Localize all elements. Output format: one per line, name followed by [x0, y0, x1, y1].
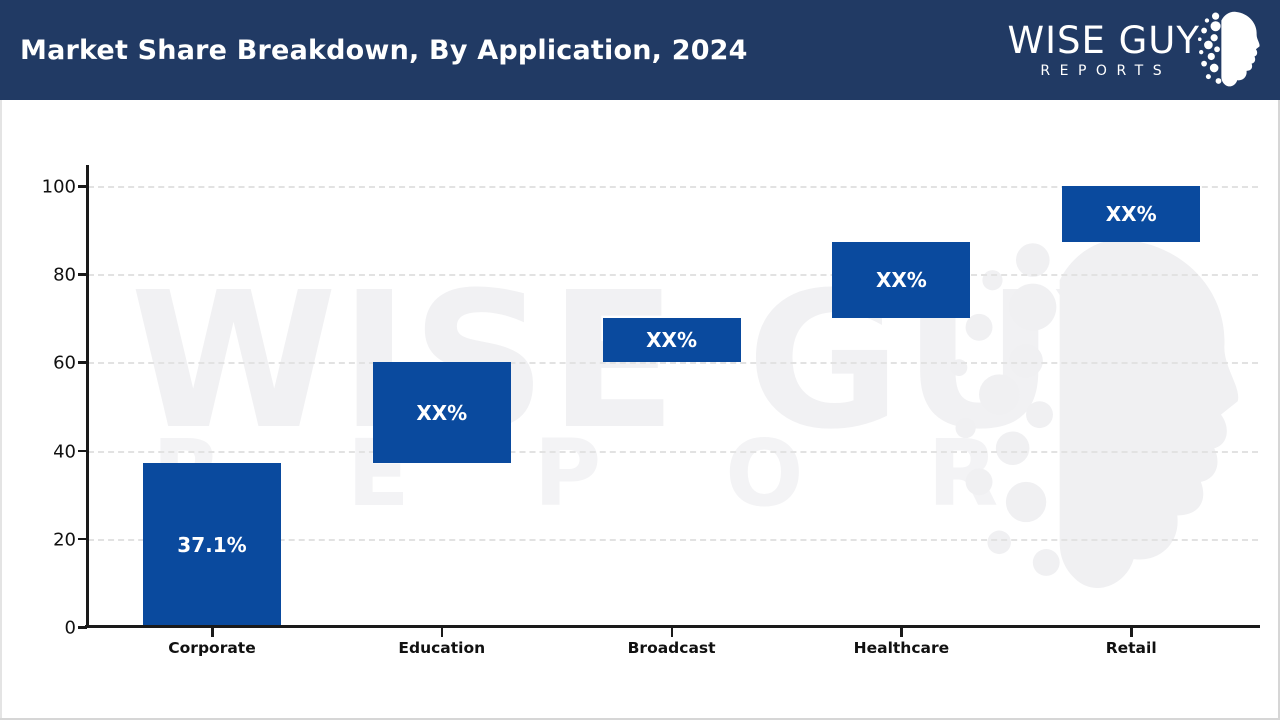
logo-reports-text: REPORTS: [1040, 62, 1172, 79]
gridline-60: [88, 362, 1258, 365]
x-tick-mark: [211, 628, 214, 637]
logo-text: WISE GUY REPORTS: [1008, 22, 1200, 79]
bar-education: XX%: [372, 362, 511, 464]
bar-value-label: XX%: [1105, 202, 1157, 226]
gridline-100: [88, 186, 1258, 188]
bar-value-label: XX%: [646, 328, 698, 353]
page-title: Market Share Breakdown, By Application, …: [20, 34, 748, 66]
y-tick-mark: [78, 185, 87, 188]
bar-corporate: 37.1%: [143, 463, 281, 627]
x-axis-line: [85, 625, 1260, 628]
gridline-40: [88, 450, 1258, 453]
logo-wiseguy-text: WISE GUY: [1007, 18, 1200, 62]
y-tick-label: 20: [53, 529, 76, 551]
header-bar: Market Share Breakdown, By Application, …: [0, 0, 1280, 100]
y-tick-mark: [78, 537, 87, 541]
bar-value-label: XX%: [416, 400, 468, 425]
x-category-label: Education: [398, 639, 486, 657]
bar-broadcast: XX%: [602, 318, 741, 363]
y-tick-label: 80: [53, 264, 76, 286]
y-tick-mark: [78, 273, 87, 276]
y-tick-mark: [78, 449, 87, 453]
logo-face-icon: [1197, 11, 1260, 87]
x-category-label: Healthcare: [853, 639, 950, 657]
y-tick-label: 100: [41, 176, 76, 198]
y-tick-mark: [78, 361, 87, 364]
x-category-label: Broadcast: [627, 639, 716, 657]
gridline-80: [88, 274, 1258, 277]
x-tick-mark: [900, 628, 903, 637]
y-tick-label: 0: [64, 617, 76, 639]
y-axis-line: [86, 165, 89, 628]
x-tick-mark: [440, 628, 444, 637]
y-tick-label: 40: [53, 441, 76, 463]
x-category-label: Retail: [1105, 639, 1157, 657]
gridline-20: [88, 538, 1258, 541]
bar-value-label: XX%: [875, 268, 927, 293]
bar-healthcare: XX%: [832, 242, 971, 319]
y-tick-label: 60: [53, 352, 76, 374]
x-tick-mark: [1130, 628, 1133, 637]
x-tick-mark: [670, 628, 674, 637]
x-category-label: Corporate: [168, 639, 256, 657]
wise-guy-reports-logo: WISE GUY REPORTS: [1008, 6, 1266, 94]
bar-value-label: 37.1%: [177, 533, 247, 558]
y-tick-mark: [78, 626, 87, 629]
bar-retail: XX%: [1062, 186, 1201, 242]
